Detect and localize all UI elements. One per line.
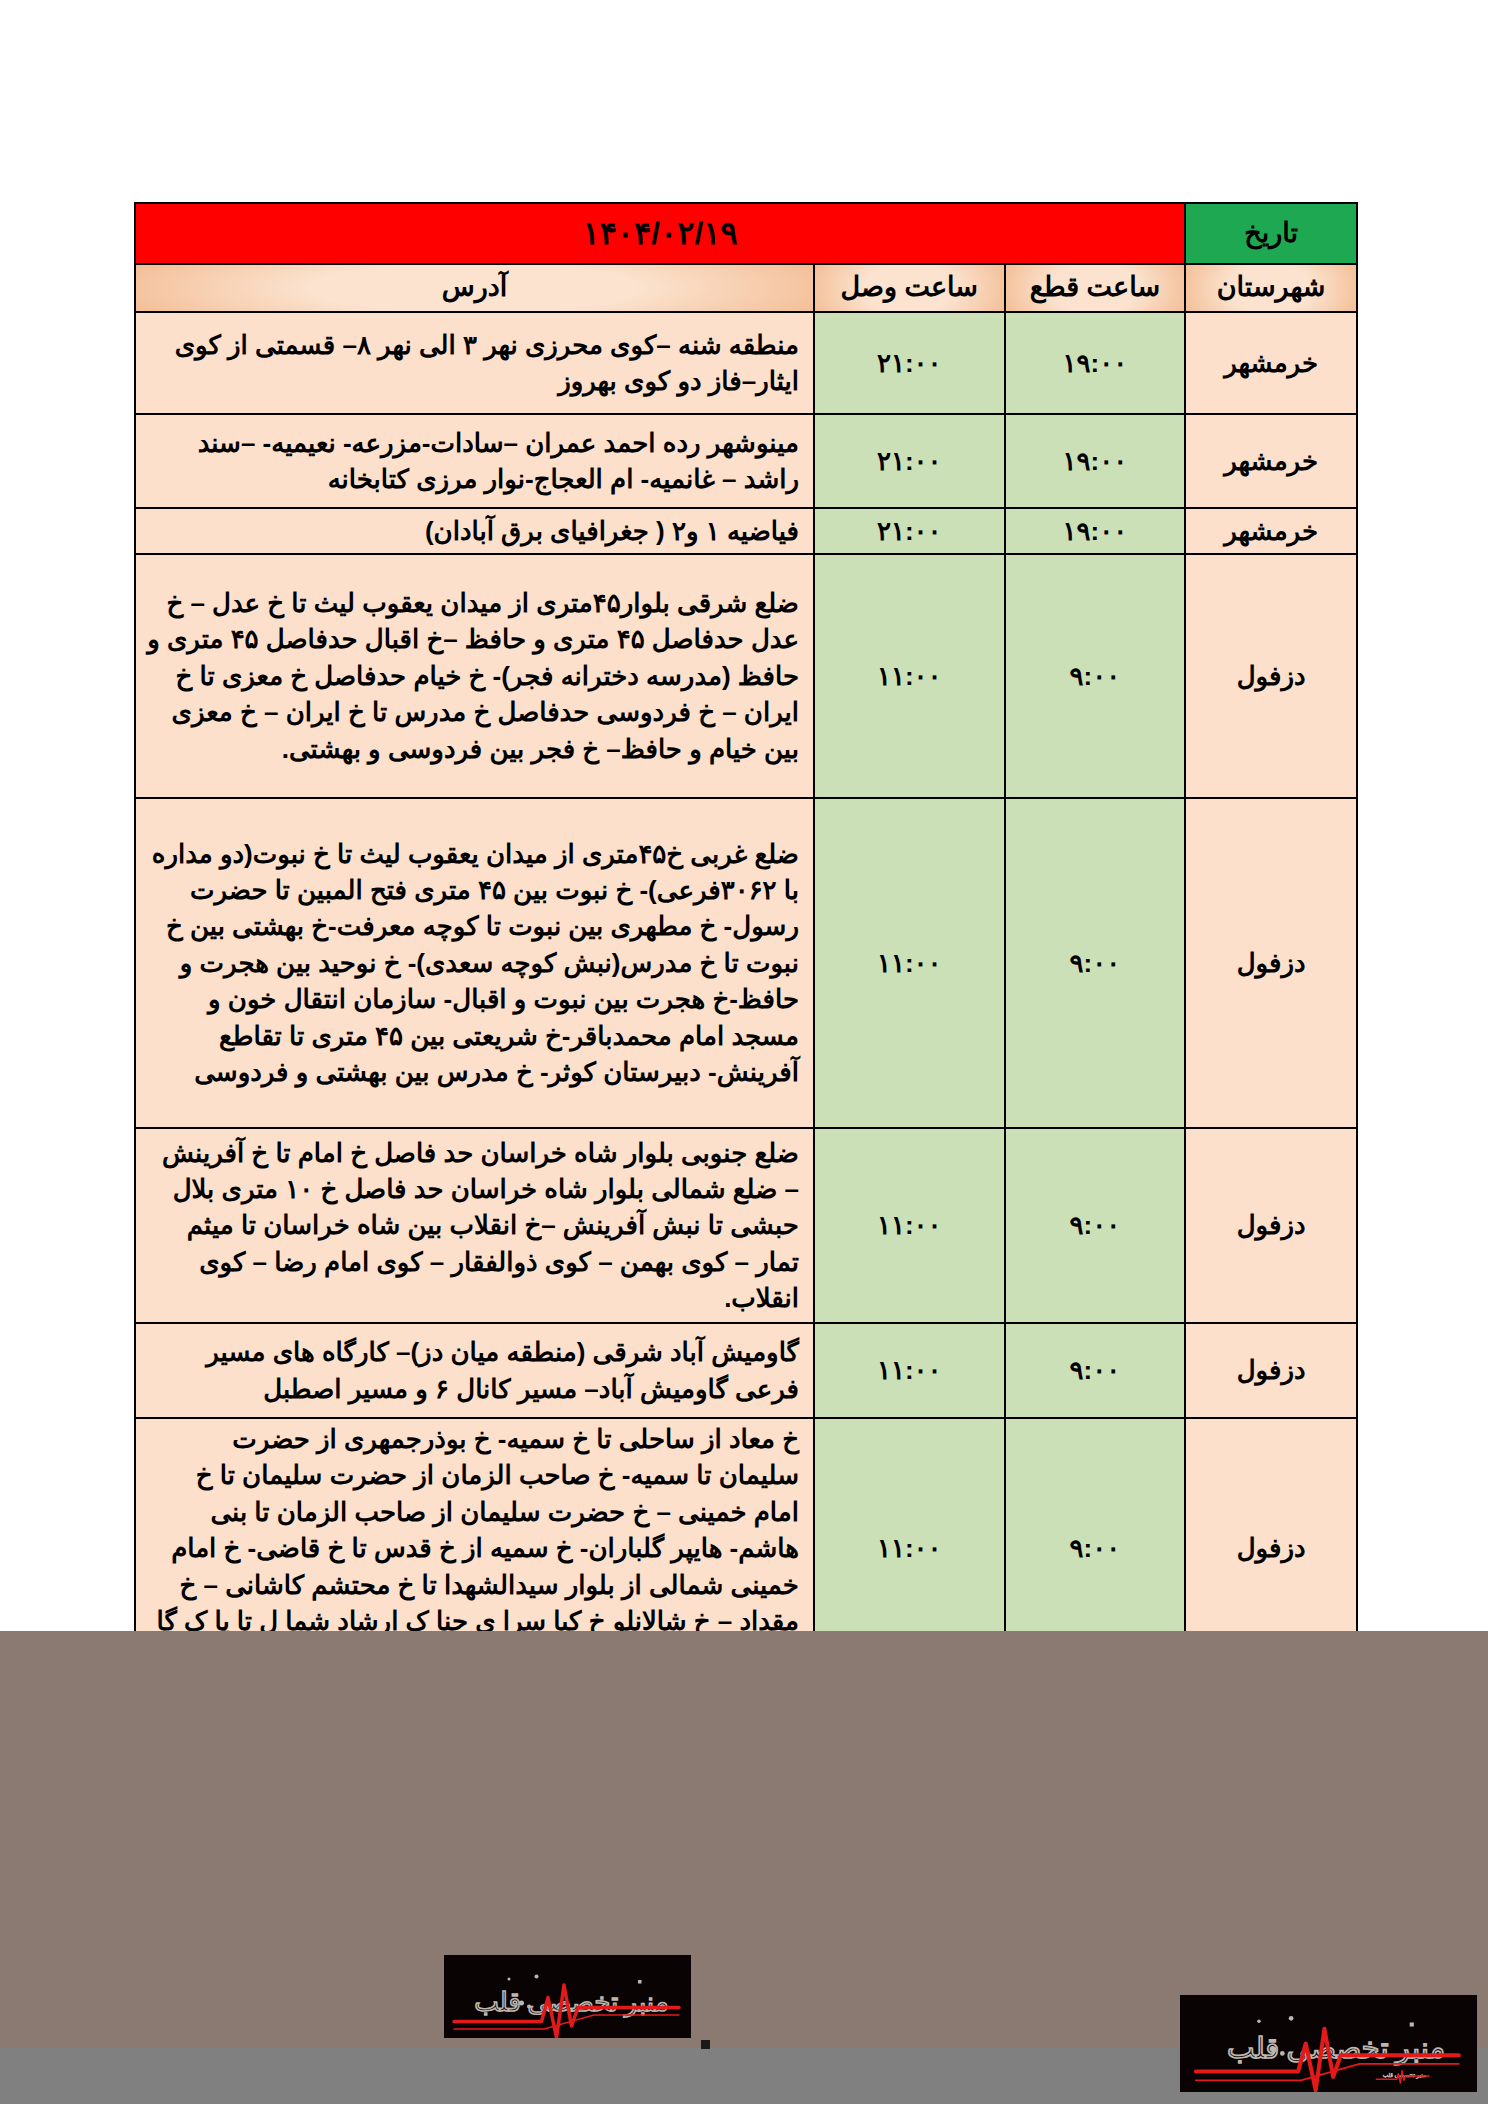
svg-text:منبر تخصصی قلب: منبر تخصصی قلب	[474, 1988, 668, 2018]
svg-text:منبر تخصصی قلب: منبر تخصصی قلب	[1227, 2032, 1445, 2066]
